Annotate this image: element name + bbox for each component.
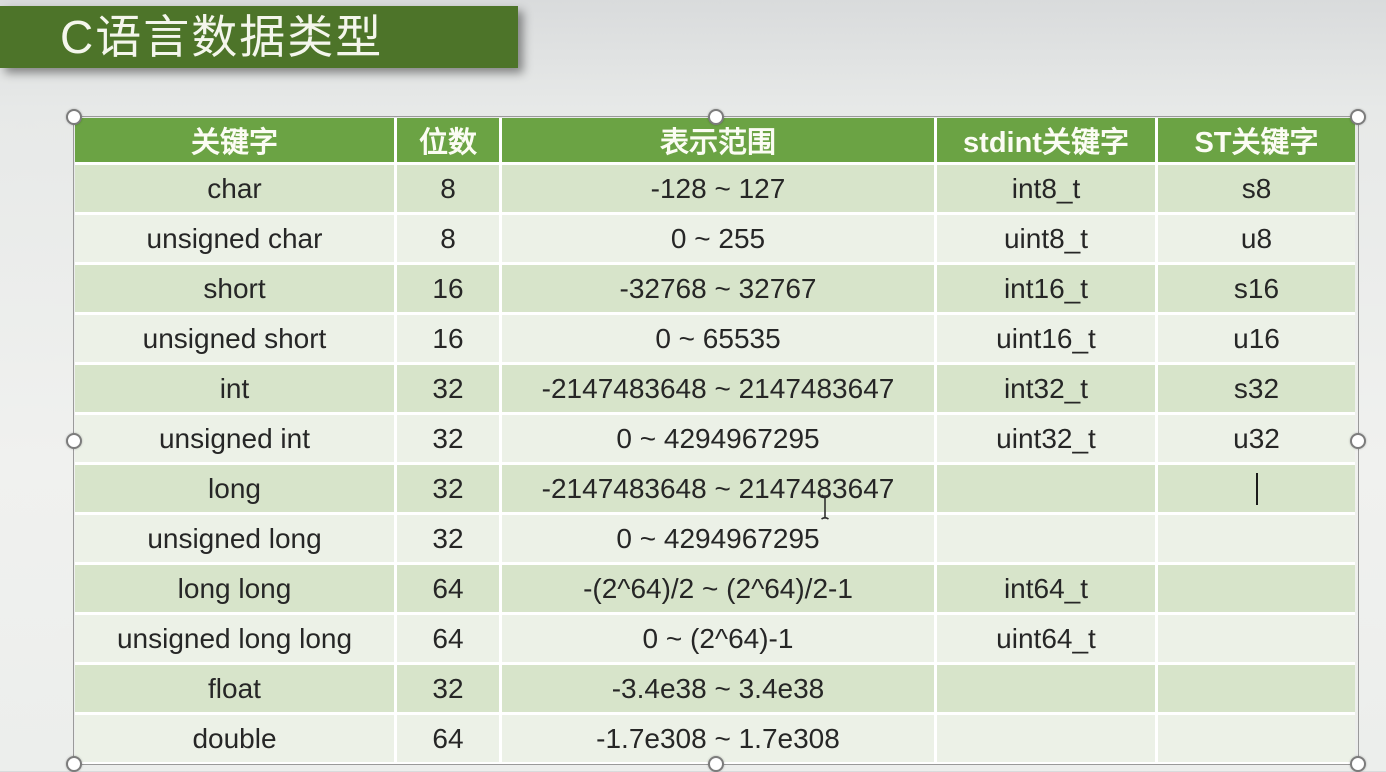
- table-cell[interactable]: [1158, 615, 1355, 665]
- selection-handle-middle-right[interactable]: [1350, 432, 1366, 449]
- table-cell[interactable]: 0 ~ 255: [502, 215, 937, 265]
- table-cell[interactable]: 32: [397, 415, 502, 465]
- table-cell[interactable]: unsigned long long: [75, 615, 397, 665]
- table-cell[interactable]: 64: [397, 615, 502, 665]
- table-cell[interactable]: short: [75, 265, 397, 315]
- table-header-row: 关键字 位数 表示范围 stdint关键字 ST关键字: [75, 118, 1355, 165]
- table-cell[interactable]: u16: [1158, 315, 1355, 365]
- table-cell[interactable]: [1158, 515, 1355, 565]
- column-header[interactable]: ST关键字: [1158, 118, 1355, 165]
- table-cell[interactable]: -3.4e38 ~ 3.4e38: [502, 665, 937, 715]
- table: 关键字 位数 表示范围 stdint关键字 ST关键字 char 8 -128 ~ 127 i…: [75, 118, 1355, 765]
- table-cell[interactable]: -32768 ~ 32767: [502, 265, 937, 315]
- selection-handle-top-middle[interactable]: [708, 109, 724, 125]
- table-cell[interactable]: 32: [397, 515, 502, 565]
- table-cell[interactable]: 0 ~ 4294967295: [502, 515, 937, 565]
- table-cell[interactable]: [1158, 565, 1355, 615]
- table-cell[interactable]: s32: [1158, 365, 1355, 415]
- table-cell[interactable]: -2147483648 ~ 2147483647: [502, 465, 937, 515]
- table-cell[interactable]: 32: [397, 665, 502, 715]
- selection-handle-top-right[interactable]: [1350, 109, 1366, 125]
- table-cell[interactable]: [1158, 465, 1355, 515]
- table-cell[interactable]: 32: [397, 365, 502, 415]
- table-row: unsigned char 8 0 ~ 255 uint8_t u8: [75, 215, 1355, 265]
- table-cell[interactable]: [937, 715, 1158, 765]
- column-header[interactable]: stdint关键字: [937, 118, 1158, 165]
- selection-handle-top-left[interactable]: [66, 109, 82, 125]
- table-cell[interactable]: int32_t: [937, 365, 1158, 415]
- table-cell[interactable]: uint64_t: [937, 615, 1158, 665]
- table-cell[interactable]: double: [75, 715, 397, 765]
- table-row: float 32 -3.4e38 ~ 3.4e38: [75, 665, 1355, 715]
- selection-handle-middle-left[interactable]: [66, 432, 82, 449]
- table-cell[interactable]: s8: [1158, 165, 1355, 215]
- table-cell[interactable]: unsigned short: [75, 315, 397, 365]
- table-cell[interactable]: long: [75, 465, 397, 515]
- table-cell[interactable]: uint32_t: [937, 415, 1158, 465]
- table-cell[interactable]: -128 ~ 127: [502, 165, 937, 215]
- table-cell[interactable]: 8: [397, 215, 502, 265]
- table-row: long long 64 -(2^64)/2 ~ (2^64)/2-1 int64_t: [75, 565, 1355, 615]
- table-cell[interactable]: unsigned int: [75, 415, 397, 465]
- table-row: short 16 -32768 ~ 32767 int16_t s16: [75, 265, 1355, 315]
- table-row: int 32 -2147483648 ~ 2147483647 int32_t s32: [75, 365, 1355, 415]
- table-cell[interactable]: 0 ~ 4294967295: [502, 415, 937, 465]
- column-header[interactable]: 关键字: [75, 118, 397, 165]
- table-cell[interactable]: u32: [1158, 415, 1355, 465]
- table-cell[interactable]: 64: [397, 715, 502, 765]
- table-row: char 8 -128 ~ 127 int8_t s8: [75, 165, 1355, 215]
- table-cell[interactable]: int64_t: [937, 565, 1158, 615]
- table-cell[interactable]: 0 ~ 65535: [502, 315, 937, 365]
- slide-title-banner[interactable]: C语言数据类型: [0, 6, 518, 68]
- table-cell[interactable]: -(2^64)/2 ~ (2^64)/2-1: [502, 565, 937, 615]
- table-cell[interactable]: [937, 465, 1158, 515]
- table-cell[interactable]: int: [75, 365, 397, 415]
- table-cell[interactable]: u8: [1158, 215, 1355, 265]
- table-cell[interactable]: -2147483648 ~ 2147483647: [502, 365, 937, 415]
- column-header[interactable]: 位数: [397, 118, 502, 165]
- table-cell[interactable]: long long: [75, 565, 397, 615]
- table-cell[interactable]: [937, 665, 1158, 715]
- table-cell[interactable]: 0 ~ (2^64)-1: [502, 615, 937, 665]
- column-header[interactable]: 表示范围: [502, 118, 937, 165]
- selection-handle-bottom-middle[interactable]: [708, 756, 724, 772]
- table-row: unsigned long long 64 0 ~ (2^64)-1 uint64_t: [75, 615, 1355, 665]
- table-cell[interactable]: [937, 515, 1158, 565]
- table-cell[interactable]: [1158, 715, 1355, 765]
- table-cell[interactable]: float: [75, 665, 397, 715]
- table-cell[interactable]: int16_t: [937, 265, 1158, 315]
- table-cell[interactable]: 8: [397, 165, 502, 215]
- table-cell[interactable]: uint8_t: [937, 215, 1158, 265]
- table-cell[interactable]: int8_t: [937, 165, 1158, 215]
- table-cell[interactable]: unsigned long: [75, 515, 397, 565]
- table-cell[interactable]: s16: [1158, 265, 1355, 315]
- selection-handle-bottom-left[interactable]: [66, 756, 82, 772]
- table-cell[interactable]: 16: [397, 315, 502, 365]
- text-caret: [1255, 473, 1258, 506]
- ibeam-cursor-icon: [821, 494, 829, 520]
- table-cell[interactable]: 64: [397, 565, 502, 615]
- table-cell[interactable]: uint16_t: [937, 315, 1158, 365]
- slide-title: C语言数据类型: [60, 11, 384, 63]
- selection-handle-bottom-right[interactable]: [1350, 756, 1366, 772]
- table-row: unsigned int 32 0 ~ 4294967295 uint32_t u32: [75, 415, 1355, 465]
- table-row: long 32 -2147483648 ~ 2147483647: [75, 465, 1355, 515]
- table-cell[interactable]: 16: [397, 265, 502, 315]
- table-row: unsigned short 16 0 ~ 65535 uint16_t u16: [75, 315, 1355, 365]
- table-cell[interactable]: [1158, 665, 1355, 715]
- table-row: unsigned long 32 0 ~ 4294967295: [75, 515, 1355, 565]
- table-cell[interactable]: unsigned char: [75, 215, 397, 265]
- table-cell[interactable]: 32: [397, 465, 502, 515]
- data-types-table[interactable]: 关键字 位数 表示范围 stdint关键字 ST关键字 char 8 -128 ~ 127 i…: [75, 118, 1355, 765]
- table-cell[interactable]: char: [75, 165, 397, 215]
